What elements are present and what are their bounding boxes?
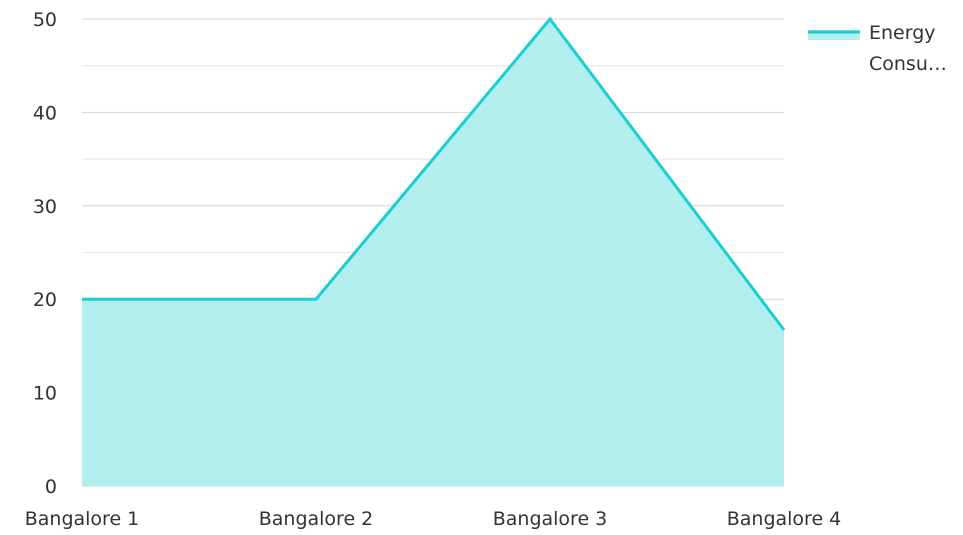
series-line (82, 16, 786, 331)
y-tick-label: 30 (33, 196, 57, 218)
y-axis-tick-labels: 0 10 20 30 40 50 (33, 9, 57, 498)
x-tick-label: Bangalore 1 (25, 508, 140, 530)
x-tick-label: Bangalore 4 (727, 508, 842, 530)
legend-label-line-2: Consu… (869, 53, 947, 75)
y-tick-label: 10 (33, 383, 57, 405)
y-tick-label: 40 (33, 102, 57, 124)
y-tick-label: 50 (33, 9, 57, 31)
x-axis-tick-labels: Bangalore 1 Bangalore 2 Bangalore 3 Bangalo… (25, 508, 842, 530)
x-tick-label: Bangalore 2 (259, 508, 374, 530)
x-tick-label: Bangalore 3 (493, 508, 608, 530)
legend[interactable]: Energy Consu… (808, 22, 947, 75)
legend-label: Energy Consu… (869, 22, 947, 75)
series-line-path (82, 16, 786, 331)
y-tick-label: 20 (33, 289, 57, 311)
series-area (82, 19, 784, 486)
area-fill (82, 19, 784, 486)
y-tick-label: 0 (45, 476, 57, 498)
legend-swatch-fill (808, 30, 860, 40)
legend-label-line-1: Energy (869, 22, 936, 44)
